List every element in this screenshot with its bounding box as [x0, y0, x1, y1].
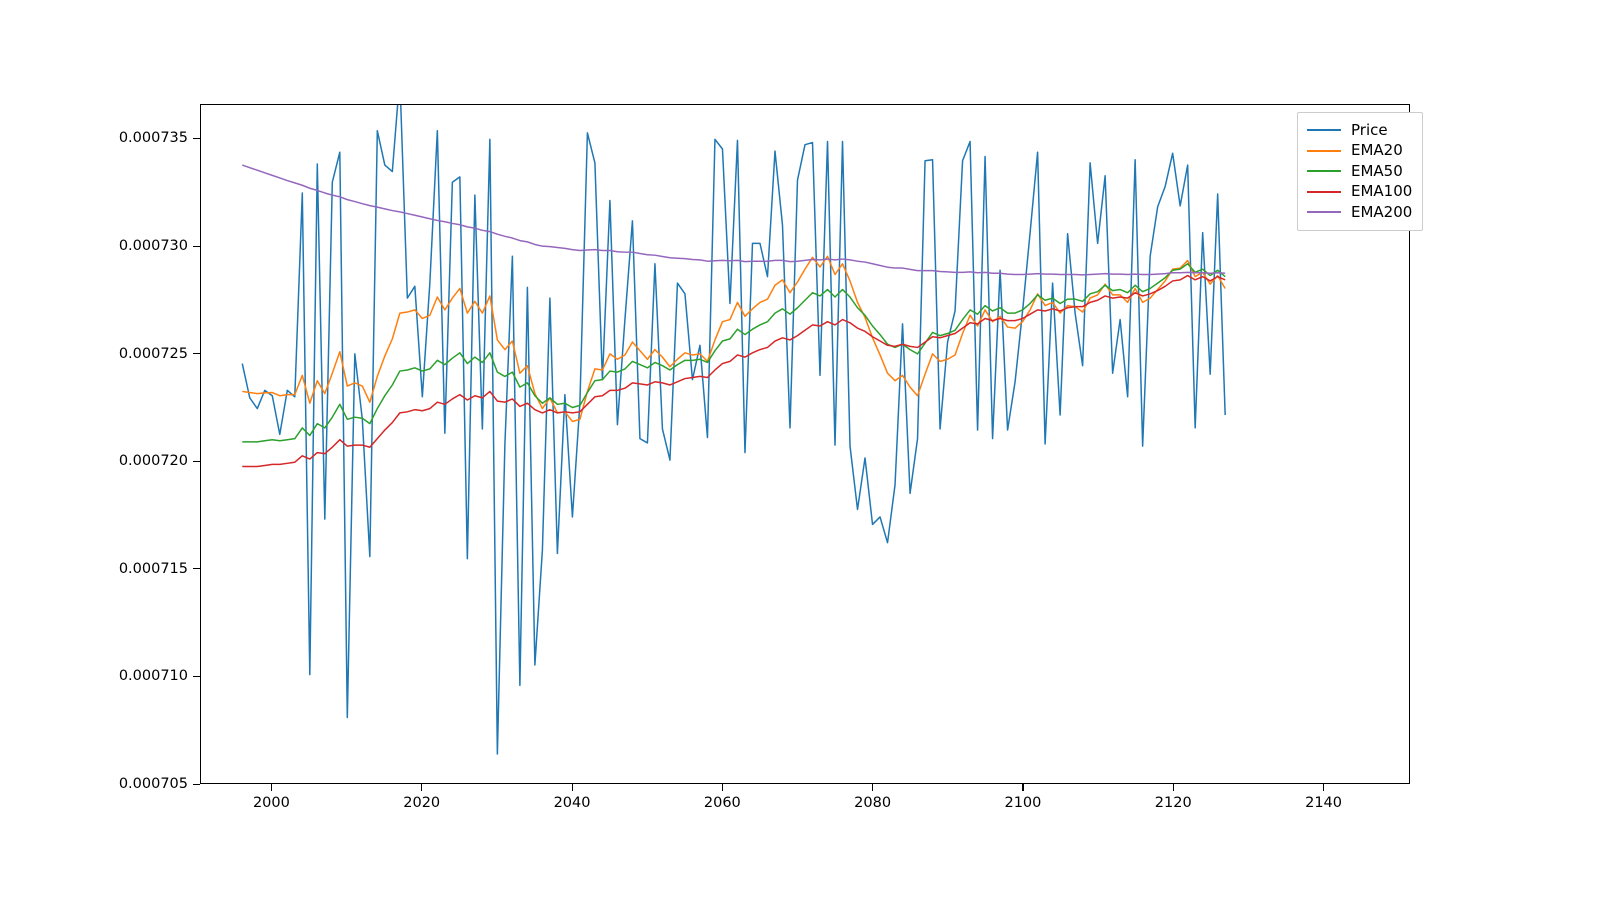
- y-tick-label: 0.000720: [118, 453, 188, 470]
- x-tick-label: 2140: [1305, 795, 1343, 811]
- y-tick-label: 0.000730: [118, 238, 188, 255]
- legend-color-swatch: [1307, 170, 1341, 173]
- legend-item-price[interactable]: Price: [1307, 120, 1412, 141]
- x-tick-label: 2000: [252, 795, 290, 811]
- y-tick-mark: [193, 568, 200, 570]
- series-line-ema20: [242, 255, 1226, 423]
- x-tick-mark: [270, 784, 272, 791]
- y-tick-mark: [193, 675, 200, 677]
- y-tick-label: 0.000715: [118, 560, 188, 577]
- legend-label: EMA200: [1351, 202, 1413, 221]
- legend-item-ema20[interactable]: EMA20: [1307, 141, 1412, 162]
- x-tick-label: 2120: [1154, 795, 1192, 811]
- legend-label: EMA50: [1351, 161, 1403, 180]
- legend-label: Price: [1351, 120, 1388, 139]
- legend-label: EMA20: [1351, 141, 1403, 160]
- legend-item-ema50[interactable]: EMA50: [1307, 161, 1412, 182]
- y-tick-mark: [193, 137, 200, 140]
- y-tick-mark: [193, 245, 200, 247]
- legend-item-ema100[interactable]: EMA100: [1307, 182, 1412, 203]
- x-tick-label: 2020: [403, 795, 441, 811]
- x-tick-mark: [1022, 784, 1024, 791]
- x-tick-mark: [571, 784, 573, 791]
- series-line-ema100: [242, 274, 1226, 468]
- legend-label: EMA100: [1351, 182, 1413, 201]
- series-canvas: [241, 105, 1226, 755]
- x-tick-mark: [421, 784, 423, 791]
- legend-color-swatch: [1307, 211, 1341, 214]
- y-tick-label: 0.000735: [118, 130, 188, 147]
- y-tick-label: 0.000725: [118, 345, 188, 362]
- y-tick-label: 0.000710: [118, 668, 188, 685]
- chart-legend[interactable]: Price EMA20 EMA50 EMA100 EMA200: [1297, 112, 1424, 231]
- y-tick-mark: [193, 783, 200, 785]
- series-line-price: [241, 105, 1226, 755]
- x-tick-label: 2080: [854, 795, 892, 811]
- x-tick-mark: [1172, 784, 1174, 791]
- legend-color-swatch: [1307, 190, 1341, 193]
- y-tick-mark: [193, 353, 200, 355]
- y-tick-label: 0.000705: [118, 776, 188, 792]
- legend-color-swatch: [1307, 129, 1341, 132]
- x-tick-mark: [1323, 784, 1325, 791]
- x-tick-mark: [872, 784, 874, 791]
- x-tick-label: 2100: [1004, 795, 1042, 811]
- series-line-ema200: [242, 164, 1226, 276]
- x-tick-label: 2060: [703, 795, 741, 811]
- series-line-ema50: [242, 263, 1226, 443]
- plot-area: [200, 104, 1410, 784]
- x-tick-label: 2040: [553, 795, 591, 811]
- legend-color-swatch: [1307, 149, 1341, 152]
- y-tick-mark: [193, 460, 200, 462]
- legend-item-ema200[interactable]: EMA200: [1307, 202, 1412, 223]
- x-tick-mark: [721, 784, 723, 791]
